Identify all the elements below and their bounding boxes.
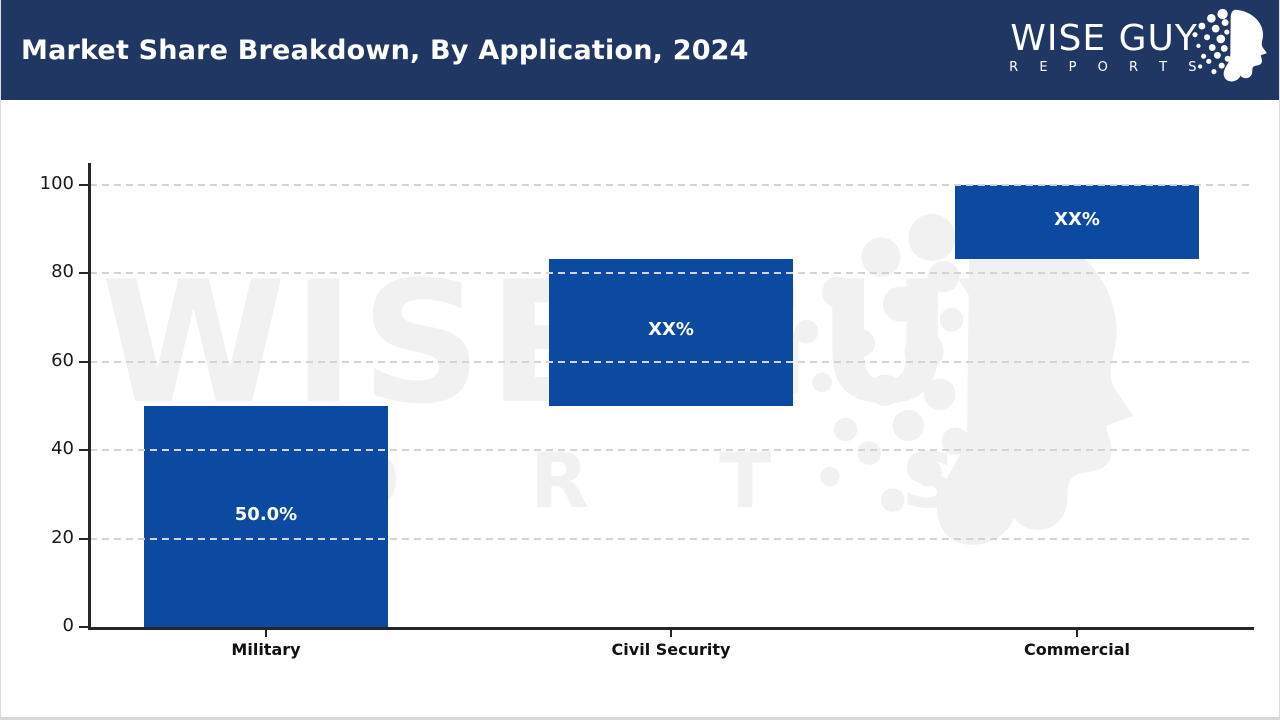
waterfall-bar-commercial: XX% xyxy=(955,185,1199,259)
bar-value-label: XX% xyxy=(1054,208,1100,230)
x-axis-spine xyxy=(88,627,1254,630)
x-axis-tick-mark xyxy=(670,629,672,637)
gridline xyxy=(90,272,1254,275)
y-axis-tick-label: 60 xyxy=(51,349,74,371)
gridline xyxy=(90,449,1254,452)
waterfall-bar-military: 50.0% xyxy=(144,406,388,627)
page-title: Market Share Breakdown, By Application, … xyxy=(21,34,749,66)
y-axis-tick-mark xyxy=(79,360,88,363)
y-axis-tick-label: 20 xyxy=(51,526,74,548)
y-axis-tick-mark xyxy=(79,272,88,275)
gridline xyxy=(90,184,1254,186)
waterfall-chart: 50.0% XX% XX% 0 20 40 60 80 100 Military Civil Se… xyxy=(1,100,1279,717)
y-axis-tick-label: 0 xyxy=(62,615,74,636)
y-axis-tick-mark xyxy=(79,449,88,452)
y-axis-tick-label: 80 xyxy=(51,261,74,283)
logo-text: WISE GUY R E P O R T S xyxy=(1003,18,1205,76)
y-axis-tick-mark xyxy=(79,626,88,628)
wise-guy-reports-logo: WISE GUY R E P O R T S xyxy=(1009,4,1273,96)
y-axis-tick-label: 100 xyxy=(39,173,74,194)
y-axis-tick-mark xyxy=(79,184,88,186)
bar-value-label: 50.0% xyxy=(234,503,298,525)
watermark-head-icon xyxy=(794,213,1134,545)
logo-subtitle: R E P O R T S xyxy=(1009,60,1205,75)
y-axis-spine xyxy=(88,162,91,629)
y-axis-tick-mark xyxy=(79,537,88,540)
gridline xyxy=(90,537,1254,540)
logo-wordmark: WISE GUY xyxy=(1010,18,1198,59)
x-axis-label: Civil Security xyxy=(611,640,731,659)
bar-value-label: XX% xyxy=(648,319,694,341)
dotted-head-icon xyxy=(1192,8,1267,82)
x-axis-label: Military xyxy=(231,640,301,659)
x-axis-label: Commercial xyxy=(1023,640,1131,659)
x-axis-tick-mark xyxy=(1076,629,1078,637)
gridline xyxy=(90,360,1254,363)
x-axis-tick-mark xyxy=(265,629,267,637)
waterfall-bar-civil-security: XX% xyxy=(549,258,793,406)
header-band: Market Share Breakdown, By Application, … xyxy=(1,0,1279,100)
y-axis-tick-label: 40 xyxy=(51,438,74,460)
